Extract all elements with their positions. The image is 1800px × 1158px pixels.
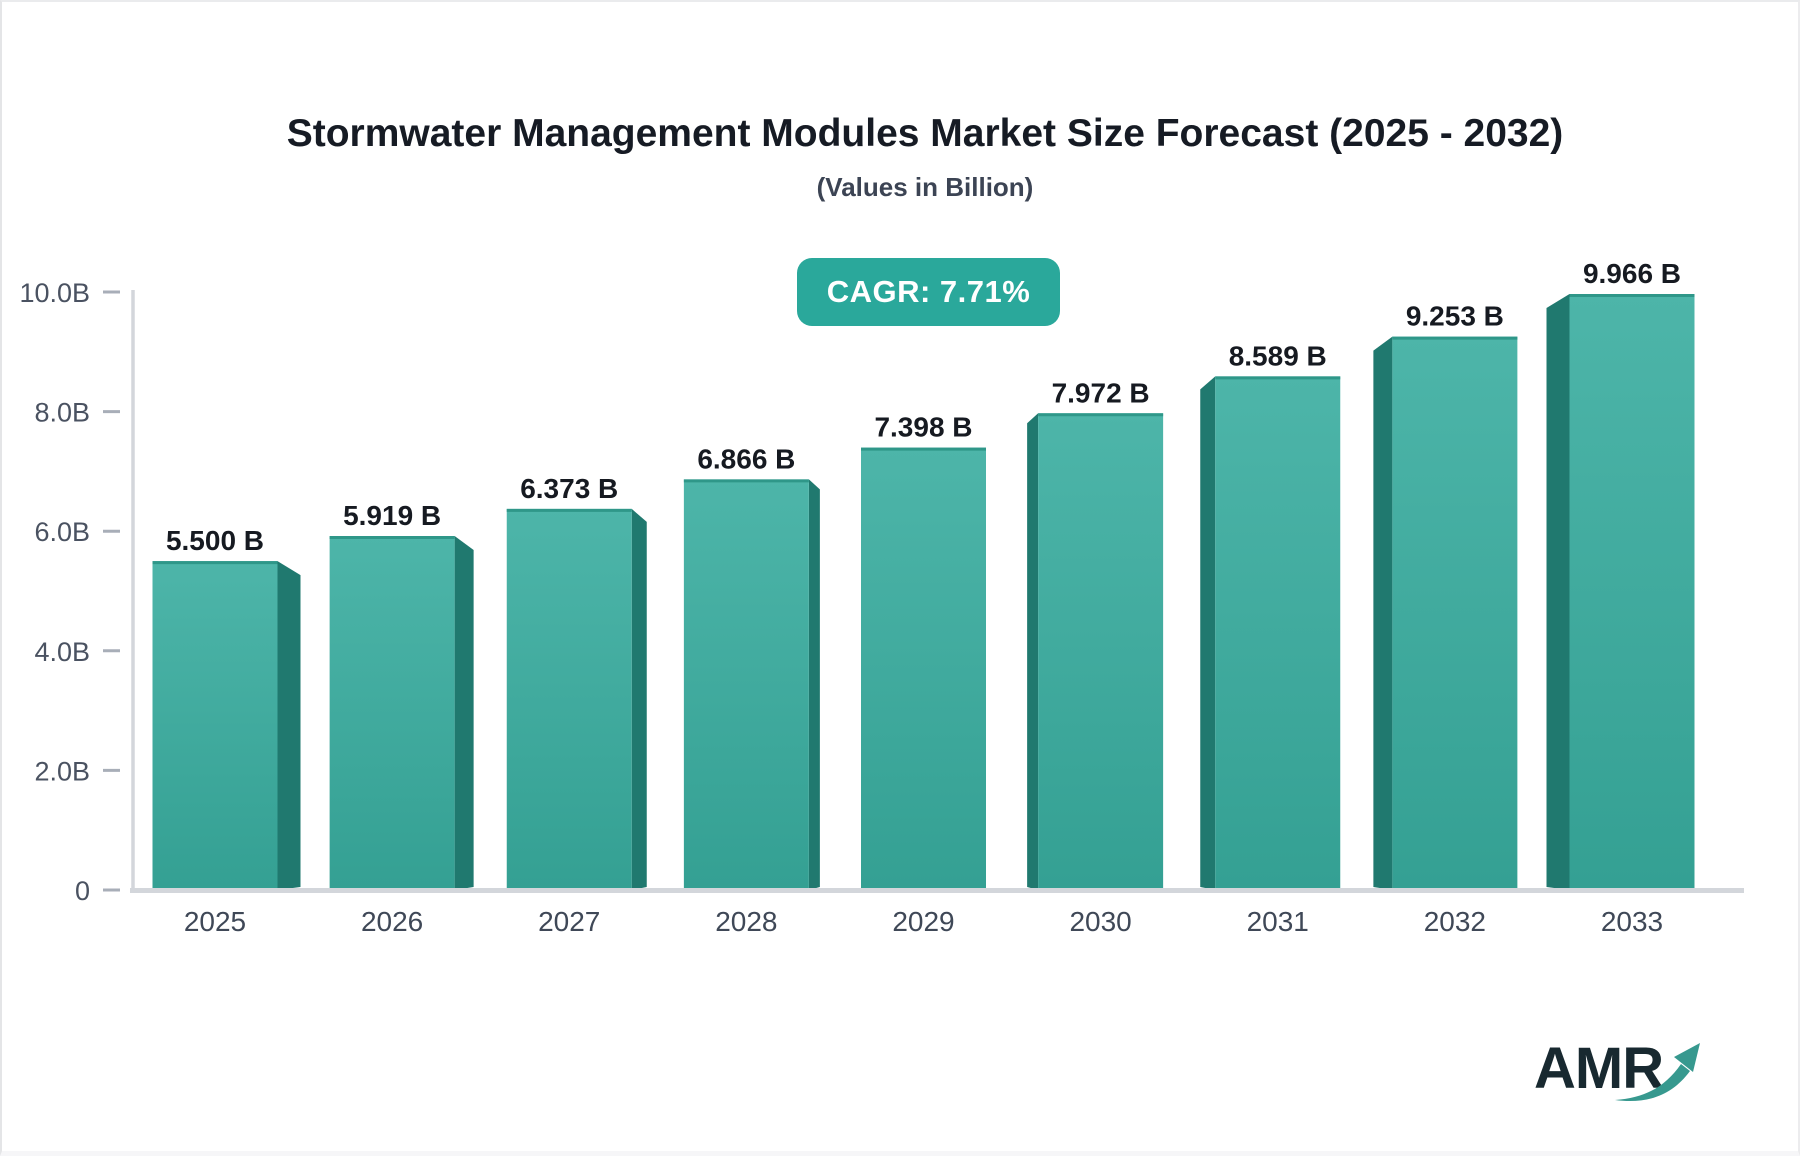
- logo-arrow-swoosh: [1615, 1064, 1690, 1102]
- bar-side-face-2032: [1373, 336, 1393, 890]
- bar-2026: 5.919 B: [329, 500, 474, 890]
- bar-2029: 7.398 B: [861, 412, 986, 890]
- y-tick-label-4.0B: 4.0B: [34, 637, 90, 667]
- x-tick-label-2031: 2031: [1247, 906, 1309, 937]
- bar-side-face-2027: [631, 508, 647, 890]
- bar-front-face-2029: [861, 447, 986, 890]
- bar-side-face-2028: [808, 479, 820, 890]
- x-tick-label-2028: 2028: [715, 906, 777, 937]
- x-tick-label-2027: 2027: [538, 906, 600, 937]
- bar-front-face-2033: [1569, 294, 1695, 890]
- y-tick-label-10.0B: 10.0B: [19, 278, 90, 308]
- bar-2032: 9.253 B: [1373, 301, 1518, 890]
- bar-2030: 7.972 B: [1027, 377, 1164, 890]
- amr-logo-text: AMR: [1534, 1036, 1664, 1101]
- bar-2027: 6.373 B: [506, 473, 647, 890]
- bar-value-label-2027: 6.373 B: [520, 473, 618, 504]
- chart-title: Stormwater Management Modules Market Siz…: [286, 112, 1564, 155]
- bar-side-face-2030: [1027, 413, 1039, 890]
- bar-side-face-2031: [1200, 376, 1216, 890]
- x-tick-label-2032: 2032: [1424, 906, 1486, 937]
- bar-value-label-2029: 7.398 B: [874, 412, 972, 443]
- y-tick-label-8.0B: 8.0B: [34, 398, 90, 428]
- bar-value-label-2030: 7.972 B: [1052, 377, 1150, 408]
- logo-arrow-head: [1674, 1043, 1700, 1072]
- x-tick-label-2026: 2026: [361, 906, 423, 937]
- bar-front-face-2031: [1215, 376, 1341, 890]
- x-tick-label-2030: 2030: [1069, 906, 1131, 937]
- cagr-badge-label: CAGR: 7.71%: [826, 274, 1031, 309]
- bar-2033: 9.966 B: [1546, 258, 1695, 890]
- bar-side-face-2025: [277, 561, 301, 890]
- x-tick-label-2029: 2029: [892, 906, 954, 937]
- bar-front-face-2025: [152, 561, 278, 890]
- bar-front-face-2026: [329, 536, 455, 890]
- y-tick-label-6.0B: 6.0B: [34, 517, 90, 547]
- bar-value-label-2031: 8.589 B: [1229, 340, 1327, 371]
- y-tick-label-0: 0: [75, 876, 90, 906]
- x-tick-label-2033: 2033: [1601, 906, 1663, 937]
- cagr-badge: CAGR: 7.71%: [797, 258, 1060, 326]
- bar-value-label-2028: 6.866 B: [697, 443, 795, 474]
- amr-logo: AMR: [1534, 1040, 1709, 1110]
- bar-side-face-2033: [1546, 294, 1570, 890]
- bar-value-label-2032: 9.253 B: [1406, 301, 1504, 332]
- bar-front-face-2032: [1392, 336, 1518, 890]
- chart-subtitle: (Values in Billion): [816, 172, 1034, 202]
- bar-front-face-2027: [506, 508, 632, 890]
- bar-front-face-2028: [683, 479, 809, 890]
- bar-value-label-2033: 9.966 B: [1583, 258, 1681, 289]
- x-tick-label-2025: 2025: [184, 906, 246, 937]
- bar-value-label-2025: 5.500 B: [166, 525, 264, 556]
- bar-front-face-2030: [1038, 413, 1164, 890]
- y-tick-label-2.0B: 2.0B: [34, 756, 90, 786]
- bar-2031: 8.589 B: [1200, 340, 1341, 890]
- bar-side-face-2026: [454, 536, 474, 890]
- logo-growth-arrow-icon: [1615, 1043, 1700, 1102]
- bar-2028: 6.866 B: [683, 443, 820, 890]
- bar-value-label-2026: 5.919 B: [343, 500, 441, 531]
- bar-2025: 5.500 B: [152, 525, 301, 890]
